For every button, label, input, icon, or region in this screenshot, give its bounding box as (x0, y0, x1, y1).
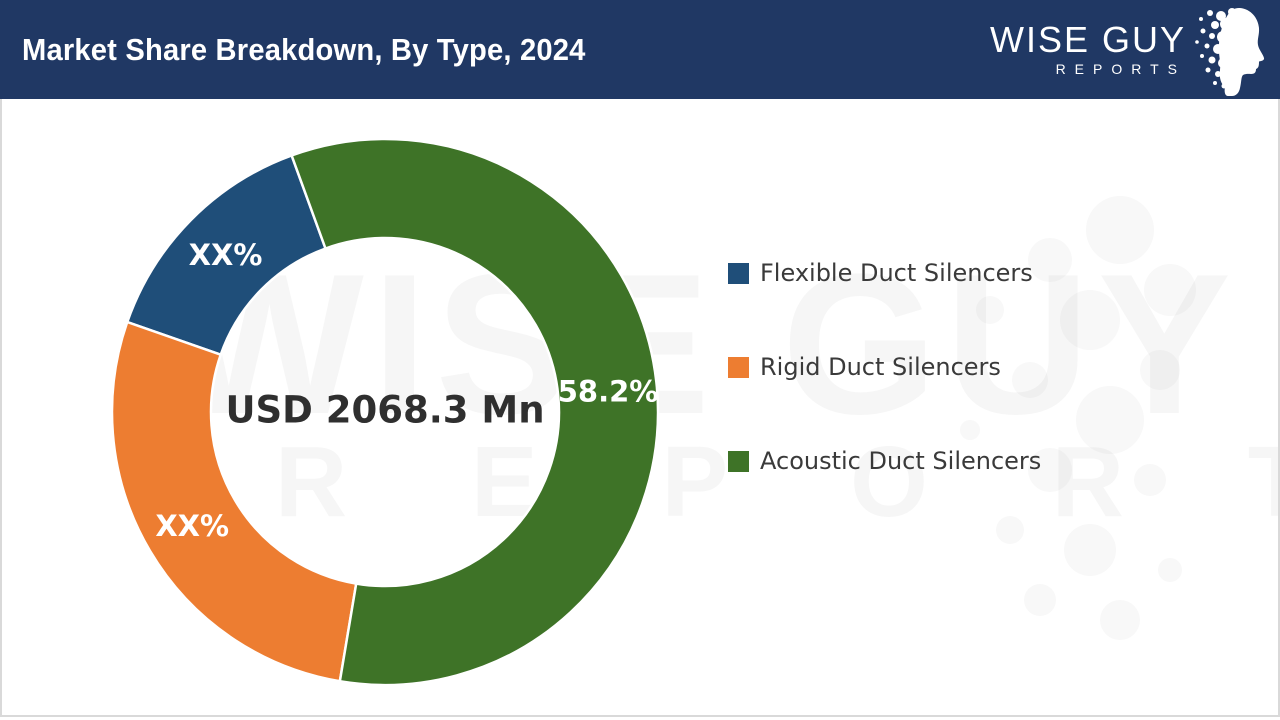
logo-wordmark-line1: WISE GUY (989, 19, 1186, 60)
header-bar: Market Share Breakdown, By Type, 2024 WI… (0, 0, 1280, 99)
slice-label-1: XX% (155, 509, 229, 543)
legend-swatch-acoustic (728, 450, 749, 472)
logo-face-icon (1195, 7, 1265, 96)
donut-chart: XX% XX% 58.2% (110, 137, 660, 687)
donut-segment-1 (110, 320, 358, 683)
legend-label-flexible: Flexible Duct Silencers (760, 259, 1033, 287)
slice-label-0: XX% (189, 238, 263, 272)
legend-label-acoustic: Acoustic Duct Silencers (760, 447, 1042, 475)
legend-item-rigid-duct-silencers: Rigid Duct Silencers (728, 353, 1041, 381)
logo-wordmark: WISE GUY REPORTS (990, 21, 1186, 78)
chart-center-value: USD 2068.3 Mn (225, 388, 545, 432)
page-title: Market Share Breakdown, By Type, 2024 (22, 31, 586, 67)
watermark-reports: R E P O R T S (275, 425, 1280, 540)
legend-label-rigid: Rigid Duct Silencers (760, 353, 1001, 381)
logo-wordmark-line2: REPORTS (1055, 61, 1186, 77)
watermark-wordmark: WISE GUY (175, 240, 1239, 450)
legend: Flexible Duct Silencers Rigid Duct Silen… (728, 259, 1041, 541)
wise-guy-logo: WISE GUY REPORTS (990, 4, 1266, 96)
legend-swatch-rigid (728, 356, 749, 378)
slice-label-2: 58.2% (558, 375, 659, 409)
legend-item-flexible-duct-silencers: Flexible Duct Silencers (728, 259, 1041, 287)
legend-swatch-flexible (728, 262, 749, 284)
legend-item-acoustic-duct-silencers: Acoustic Duct Silencers (728, 447, 1041, 475)
donut-segment-2 (290, 137, 660, 687)
